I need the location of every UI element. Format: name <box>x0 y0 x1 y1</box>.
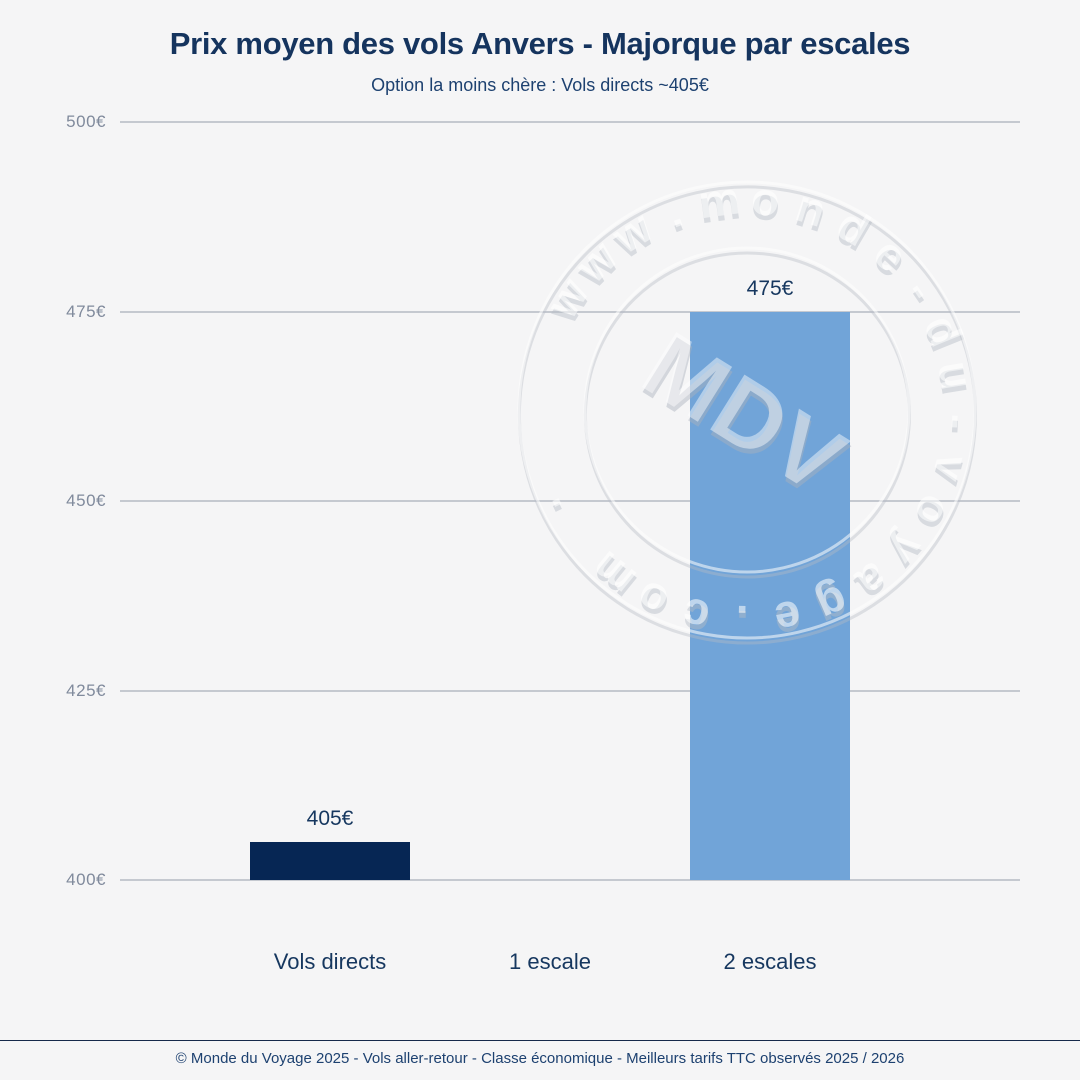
x-tick-label: Vols directs <box>273 949 387 974</box>
bar-2-escales <box>690 311 850 880</box>
gridline-425 <box>120 689 1020 692</box>
gridline-400 <box>120 879 1020 881</box>
y-tick-label-500: 500€ <box>66 112 106 131</box>
chart-title: Prix moyen des vols Anvers - Majorque pa… <box>169 26 911 61</box>
footer-divider <box>0 1040 1080 1041</box>
gridline-450 <box>120 500 1020 502</box>
bar-vols-directs <box>250 842 410 880</box>
gridline-500 <box>120 121 1020 123</box>
y-tick-label-400: 400€ <box>66 870 106 889</box>
footer-text: © Monde du Voyage 2025 - Vols aller-reto… <box>175 1050 905 1067</box>
x-tick-label: 1 escale <box>509 949 591 974</box>
x-tick-label: 2 escales <box>723 949 817 974</box>
bar-value-label: 475€ <box>746 276 794 300</box>
gridline-475 <box>120 310 1020 313</box>
chart-subtitle: Option la moins chère : Vols directs ~40… <box>371 75 709 95</box>
y-tick-label-450: 450€ <box>66 491 106 510</box>
chart-header: Prix moyen des vols Anvers - Majorque pa… <box>0 26 1080 96</box>
bar-value-label: 405€ <box>306 807 354 831</box>
y-tick-label-425: 425€ <box>66 680 106 700</box>
y-tick-label-475: 475€ <box>66 301 106 321</box>
